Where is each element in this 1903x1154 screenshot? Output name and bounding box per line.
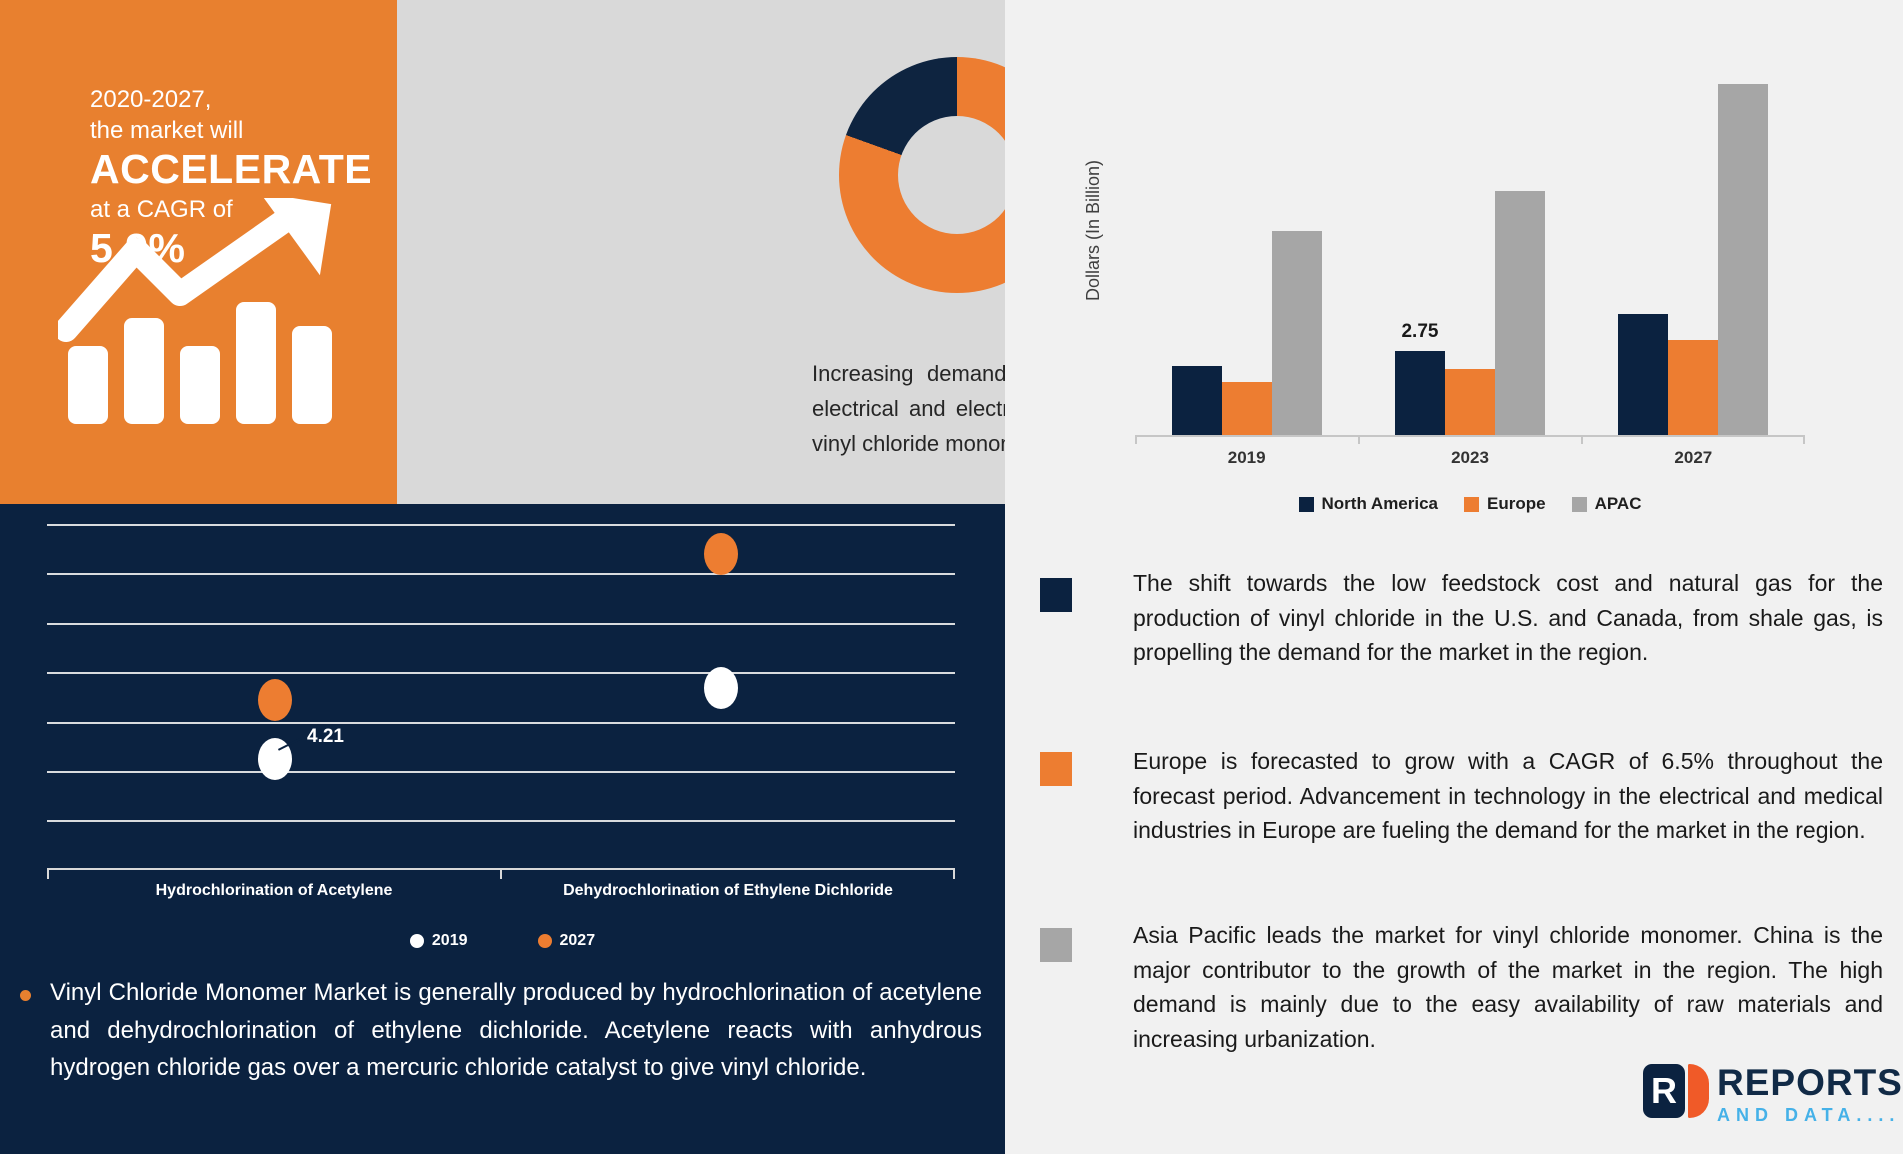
accelerate-emphasis: ACCELERATE	[90, 146, 373, 193]
dot-plot-chart: 4.21	[47, 504, 955, 879]
axis-tick	[47, 870, 49, 879]
bar-europe-2019	[1221, 382, 1272, 435]
axis-tick	[1135, 436, 1137, 444]
legend-item-apac: APAC	[1571, 494, 1642, 514]
bar-group-2027	[1582, 80, 1805, 435]
bar-apac-2027	[1718, 84, 1769, 435]
bar-europe-2027	[1668, 340, 1719, 435]
legend-item-europe: Europe	[1464, 494, 1546, 514]
gridline	[47, 820, 955, 823]
logo-name: REPORTS	[1717, 1062, 1903, 1103]
bar-north-america-2023: 2.75	[1394, 321, 1445, 435]
logo-tagline: AND DATA....	[1717, 1105, 1901, 1125]
dot-data-label: 4.21	[307, 725, 344, 747]
region-bullet-text: Asia Pacific leads the market for vinyl …	[1133, 922, 1883, 1052]
bar-chart-y-axis-label: Dollars (In Billion)	[1083, 159, 1103, 301]
legend-dot-icon	[409, 934, 424, 948]
production-note-text: Vinyl Chloride Monomer Market is general…	[50, 979, 982, 1082]
logo-d-glyph	[1688, 1064, 1709, 1118]
legend-item-north-america: North America	[1298, 494, 1439, 514]
bar-chart-legend: North America Europe APAC	[1135, 494, 1805, 514]
dot-legend-item-2027: 2027	[537, 932, 596, 950]
legend-swatch-icon	[1464, 496, 1480, 512]
accelerate-line3: at a CAGR of	[90, 195, 233, 223]
gridline	[47, 524, 955, 526]
bar-apac-2019	[1271, 231, 1322, 435]
dot-plot-legend: 2019 2027	[0, 932, 1005, 950]
accelerate-line2: the market will	[90, 117, 244, 145]
legend-label: Europe	[1487, 494, 1546, 513]
legend-label: 2027	[559, 932, 596, 949]
axis-tick	[500, 870, 502, 879]
bar-chart-plot-area: 2.75	[1135, 80, 1805, 444]
axis-tick	[1358, 436, 1360, 444]
dot-2019-dehydrochlorination	[704, 666, 738, 709]
dot-category-label: Hydrochlorination of Acetylene	[155, 882, 393, 899]
bar-north-america-2027	[1618, 314, 1669, 435]
bar-data-label: 2.75	[1401, 321, 1439, 342]
dot-category-label: Dehydrochlorination of Ethylene Dichlori…	[563, 882, 893, 899]
dot-2027-hydrochlorination	[258, 679, 292, 722]
rd-logo-icon: R	[1643, 1064, 1709, 1118]
bar-chart-x-axis-ticks: 2019 2023 2027	[1135, 448, 1805, 468]
axis-tick	[1581, 436, 1583, 444]
x-tick-2019: 2019	[1227, 448, 1266, 467]
x-tick-2027: 2027	[1674, 448, 1713, 467]
legend-label: 2019	[431, 932, 468, 949]
axis-tick	[1803, 436, 1805, 444]
donut-panel: 80.5% of the total Vinyl Chloride Monome…	[397, 0, 1386, 504]
bar-north-america-2019	[1171, 366, 1222, 435]
logo-text: REPORTS AND DATA....	[1717, 1064, 1903, 1126]
region-bullet-square-icon	[1040, 752, 1072, 786]
right-panel: Dollars (In Billion) 2.75 2019 2023 2027 N…	[1005, 0, 1903, 1154]
gridline	[47, 573, 955, 576]
dot-plot-panel: 4.21 Hydrochlorination of Acetylene Dehyd…	[0, 504, 1005, 1154]
region-bullet-text: The shift towards the low feedstock cost…	[1133, 570, 1883, 665]
legend-swatch-icon	[1571, 496, 1587, 512]
gridline	[47, 622, 955, 625]
gridline	[47, 721, 955, 724]
dot-plot-category-labels: Hydrochlorination of Acetylene Dehydrochl…	[47, 882, 955, 900]
accelerate-panel: 2020-2027, the market will ACCELERATE at…	[0, 0, 397, 504]
bar-group-2023: 2.75	[1358, 80, 1581, 435]
note-bullet-icon	[20, 990, 31, 1001]
region-bullet-square-icon	[1040, 578, 1072, 612]
legend-label: North America	[1321, 494, 1439, 513]
logo-r-glyph: R	[1643, 1064, 1685, 1118]
dot-legend-item-2019: 2019	[409, 932, 468, 950]
axis-tick	[953, 870, 955, 879]
legend-label: APAC	[1594, 494, 1642, 513]
bar-europe-2023	[1444, 369, 1495, 435]
dot-plot-x-axis	[47, 868, 955, 870]
gridline	[47, 771, 955, 773]
accelerate-line1: 2020-2027,	[90, 86, 212, 113]
reports-and-data-logo: R REPORTS AND DATA....	[1643, 1064, 1903, 1126]
region-bullet-square-icon	[1040, 928, 1072, 962]
legend-dot-icon	[537, 934, 552, 948]
region-bullet-text: Europe is forecasted to grow with a CAGR…	[1133, 748, 1883, 843]
x-tick-2023: 2023	[1451, 448, 1489, 467]
bar-apac-2023	[1494, 191, 1545, 435]
gridline	[47, 672, 955, 675]
growth-chart-arrow-icon	[58, 198, 332, 424]
dot-2027-dehydrochlorination	[704, 533, 738, 576]
legend-swatch-icon	[1298, 496, 1314, 512]
bar-group-2019	[1135, 80, 1358, 435]
